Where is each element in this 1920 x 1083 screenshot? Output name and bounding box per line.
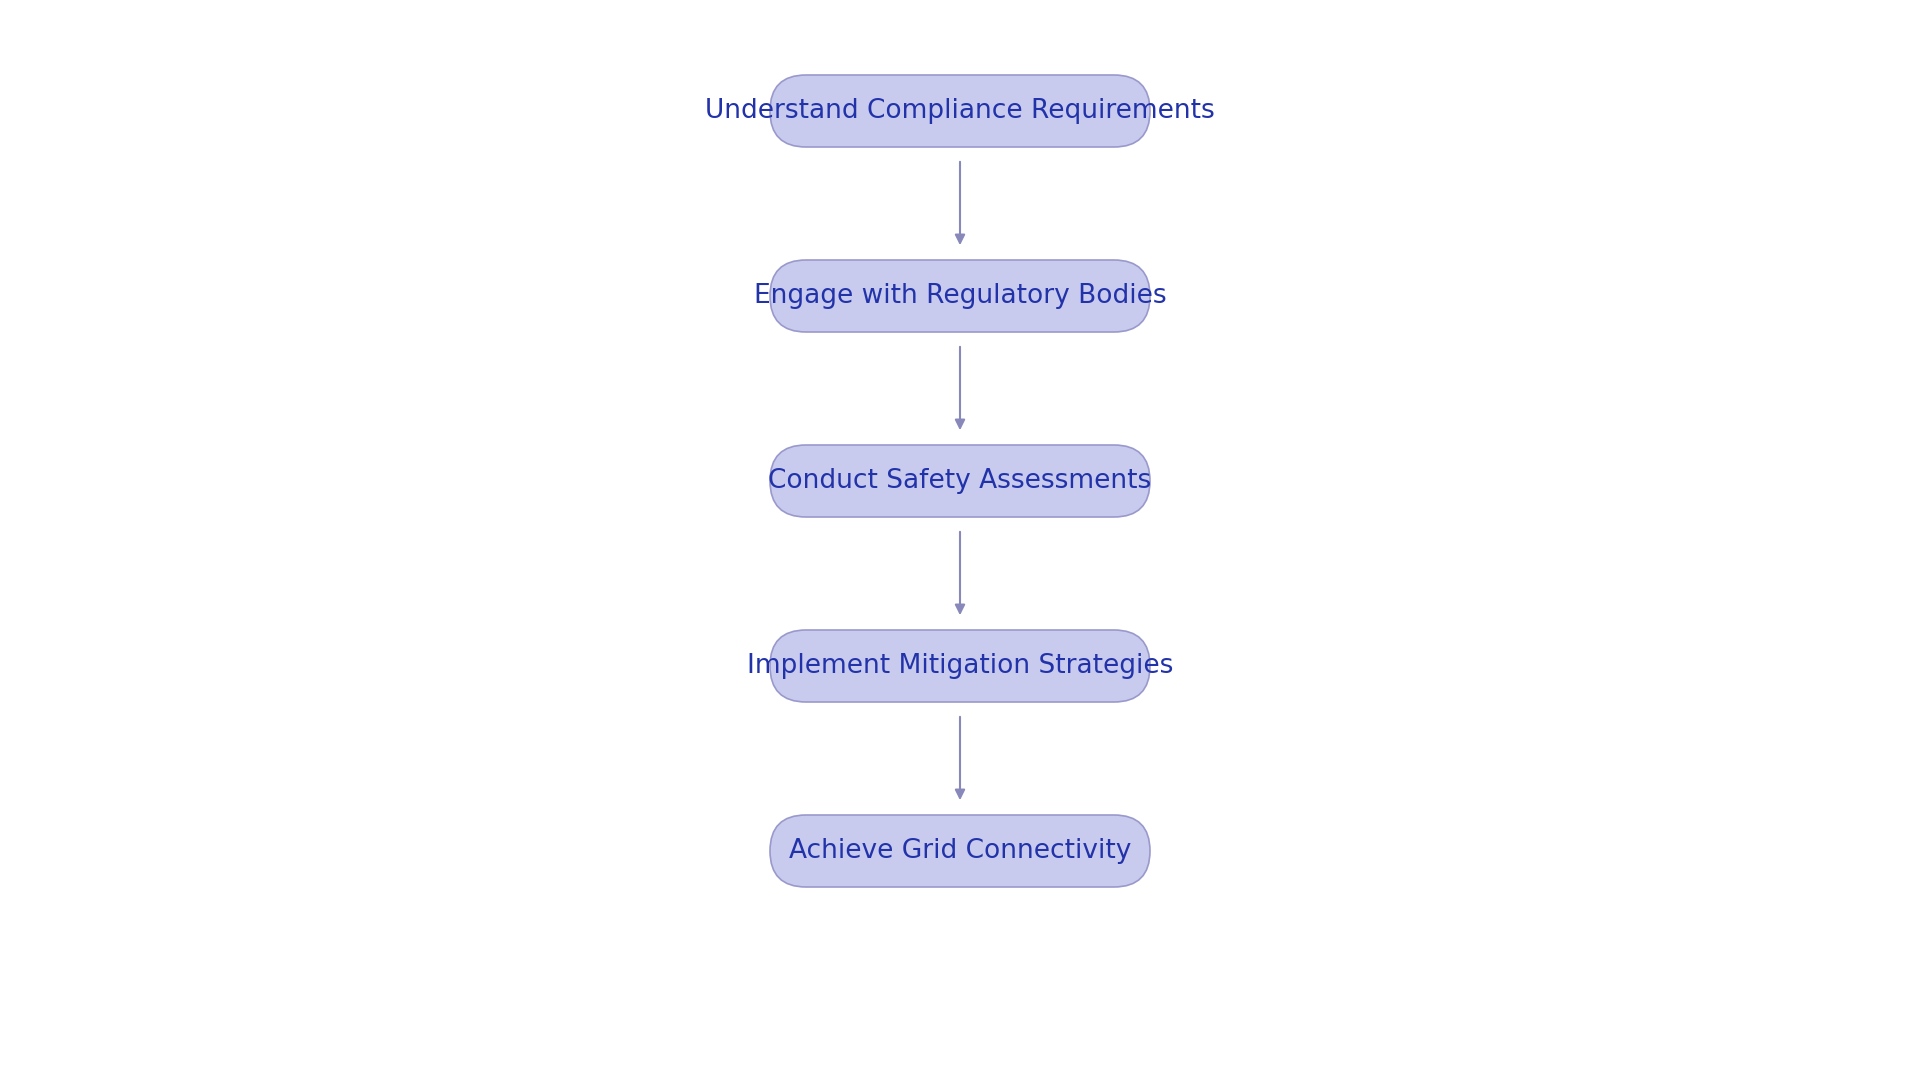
FancyBboxPatch shape <box>770 260 1150 332</box>
Text: Understand Compliance Requirements: Understand Compliance Requirements <box>705 97 1215 123</box>
Text: Implement Mitigation Strategies: Implement Mitigation Strategies <box>747 653 1173 679</box>
FancyBboxPatch shape <box>770 815 1150 887</box>
FancyBboxPatch shape <box>770 75 1150 147</box>
FancyBboxPatch shape <box>770 445 1150 517</box>
FancyBboxPatch shape <box>770 630 1150 702</box>
Text: Conduct Safety Assessments: Conduct Safety Assessments <box>768 468 1152 494</box>
Text: Achieve Grid Connectivity: Achieve Grid Connectivity <box>789 838 1131 864</box>
Text: Engage with Regulatory Bodies: Engage with Regulatory Bodies <box>755 283 1165 309</box>
